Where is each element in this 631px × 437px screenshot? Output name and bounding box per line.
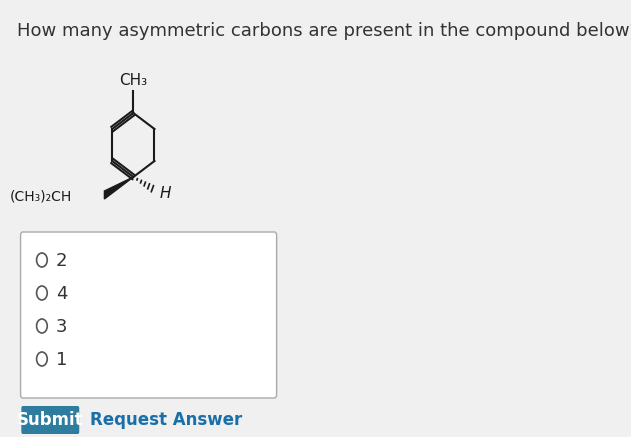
Text: How many asymmetric carbons are present in the compound below?: How many asymmetric carbons are present …	[17, 22, 631, 40]
Text: Request Answer: Request Answer	[90, 411, 242, 429]
Text: 3: 3	[56, 318, 67, 336]
Text: Submit: Submit	[17, 411, 83, 429]
Text: 2: 2	[56, 252, 67, 270]
Text: (CH₃)₂CH: (CH₃)₂CH	[10, 189, 73, 203]
Polygon shape	[104, 177, 133, 199]
FancyBboxPatch shape	[21, 232, 276, 398]
Text: 1: 1	[56, 351, 67, 369]
Text: H: H	[159, 185, 171, 201]
Text: CH₃: CH₃	[119, 73, 148, 88]
Text: 4: 4	[56, 285, 67, 303]
FancyBboxPatch shape	[21, 406, 80, 434]
